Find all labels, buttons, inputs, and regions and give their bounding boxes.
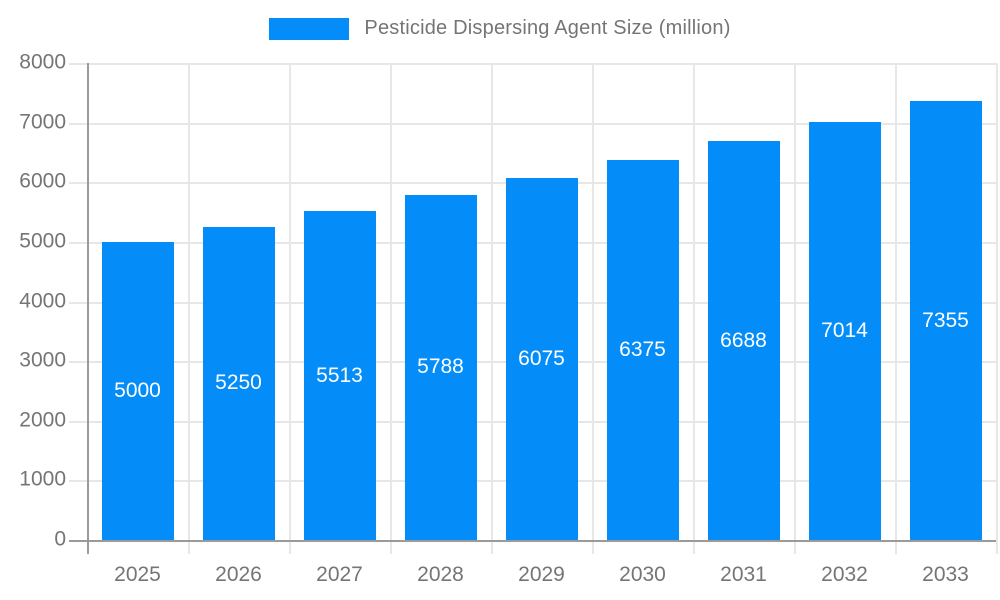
x-tick-label: 2028 (417, 563, 464, 586)
y-tick-label: 0 (54, 527, 66, 551)
y-tick-label: 7000 (19, 110, 66, 134)
y-tick-label: 8000 (19, 50, 66, 74)
legend-label: Pesticide Dispersing Agent Size (million… (364, 17, 731, 39)
h-gridline (69, 63, 996, 65)
bar-value-label: 5788 (417, 355, 464, 379)
bar[interactable] (505, 177, 578, 540)
chart-legend-item[interactable]: Pesticide Dispersing Agent Size (million… (0, 17, 1000, 40)
x-tick-label: 2032 (821, 563, 868, 586)
x-tick-label: 2031 (720, 563, 767, 586)
x-tick-label: 2025 (114, 563, 161, 586)
v-gridline (289, 63, 291, 554)
bar[interactable] (101, 241, 174, 540)
bar-value-label: 5250 (215, 371, 262, 395)
legend-swatch (269, 17, 350, 40)
bar[interactable] (808, 121, 881, 540)
x-tick-label: 2030 (619, 563, 666, 586)
y-tick-label: 3000 (19, 348, 66, 372)
x-tick-label: 2033 (922, 563, 969, 586)
bar-value-label: 5513 (316, 363, 363, 387)
bar-value-label: 5000 (114, 378, 161, 402)
y-tick-label: 2000 (19, 408, 66, 432)
v-gridline (491, 63, 493, 554)
bar[interactable] (707, 141, 780, 540)
y-tick-label: 4000 (19, 289, 66, 313)
x-axis-line (69, 540, 996, 542)
x-tick-label: 2027 (316, 563, 363, 586)
bar[interactable] (909, 101, 982, 540)
bar[interactable] (404, 194, 477, 540)
x-tick-label: 2026 (215, 563, 262, 586)
y-axis-line (87, 63, 89, 554)
bar[interactable] (606, 159, 679, 540)
bar-value-label: 7355 (922, 308, 969, 332)
v-gridline (895, 63, 897, 554)
bar[interactable] (303, 211, 376, 540)
x-tick-label: 2029 (518, 563, 565, 586)
y-tick-label: 6000 (19, 169, 66, 193)
bar-value-label: 6075 (518, 346, 565, 370)
v-gridline (693, 63, 695, 554)
bar-value-label: 6688 (720, 328, 767, 352)
h-gridline (69, 122, 996, 125)
v-gridline (188, 63, 190, 554)
y-tick-label: 1000 (19, 467, 66, 491)
y-tick-label: 5000 (19, 229, 66, 253)
bar-value-label: 7014 (821, 318, 868, 342)
v-gridline (794, 63, 796, 554)
v-gridline (592, 63, 594, 554)
v-gridline (390, 63, 392, 554)
bar-value-label: 6375 (619, 337, 666, 361)
bar[interactable] (202, 226, 275, 540)
v-gridline (996, 63, 998, 554)
